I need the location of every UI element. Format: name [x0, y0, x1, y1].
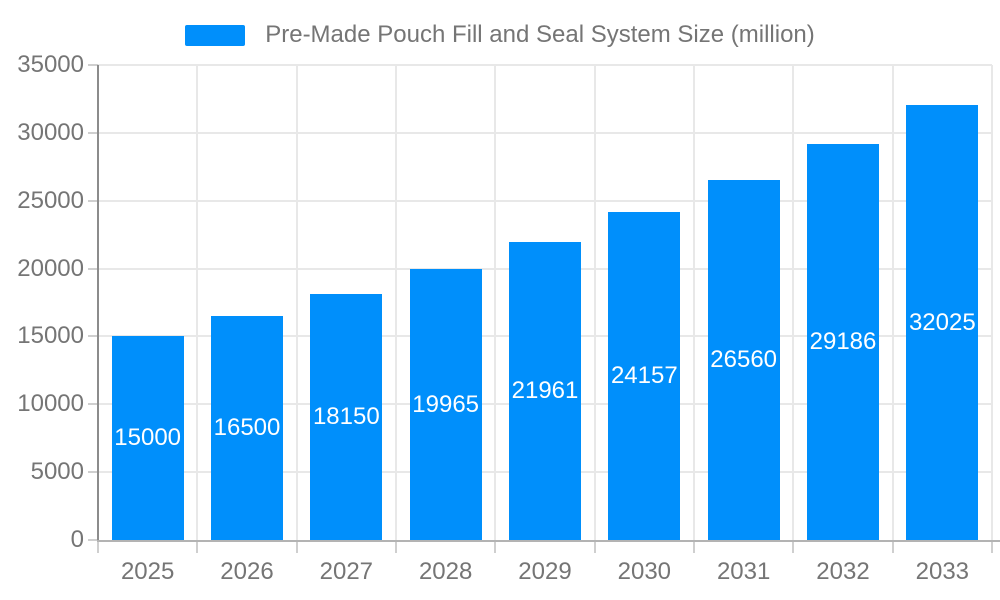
y-axis-tick	[88, 403, 98, 406]
bar-2030[interactable]: 24157	[608, 212, 681, 540]
legend-swatch-icon	[185, 24, 246, 46]
y-axis-tick	[88, 64, 98, 66]
x-axis-label-2032: 2032	[816, 558, 870, 585]
y-axis-label: 30000	[17, 118, 84, 146]
legend[interactable]: Pre-Made Pouch Fill and Seal System Size…	[0, 21, 1000, 49]
gridline	[991, 65, 993, 540]
x-axis-tick	[295, 542, 298, 553]
bar-2032[interactable]: 29186	[807, 143, 879, 540]
y-axis-label: 0	[70, 526, 84, 553]
x-axis-tick	[792, 542, 795, 553]
bar-value-label: 24157	[610, 362, 678, 390]
bar-value-label: 16500	[213, 414, 281, 442]
gridline	[98, 64, 992, 66]
gridline	[98, 199, 992, 202]
x-axis-label-2027: 2027	[319, 558, 374, 585]
x-axis-tick	[693, 542, 695, 553]
y-axis-label: 20000	[17, 254, 84, 282]
x-axis-tick	[97, 542, 99, 553]
gridline	[295, 65, 298, 540]
y-axis-tick	[88, 335, 98, 338]
y-axis-label: 25000	[17, 186, 84, 214]
bar-2033[interactable]: 32025	[906, 105, 979, 540]
x-axis-line	[97, 540, 1000, 542]
y-axis-tick	[88, 539, 98, 541]
x-axis-tick	[891, 542, 894, 553]
y-axis-tick	[88, 131, 98, 134]
y-axis-label: 10000	[17, 390, 84, 418]
gridline	[693, 65, 695, 540]
y-axis-label: 5000	[30, 458, 84, 486]
bar-value-label: 21961	[511, 376, 579, 404]
gridline	[196, 65, 199, 540]
bar-value-label: 29186	[809, 327, 877, 355]
bar-2031[interactable]: 26560	[707, 179, 780, 540]
bar-value-label: 26560	[710, 345, 778, 373]
x-axis-tick	[196, 542, 199, 553]
gridline	[891, 65, 894, 540]
y-axis-tick	[88, 471, 98, 474]
y-axis-label: 35000	[17, 51, 84, 78]
gridline	[792, 65, 795, 540]
x-axis-tick	[593, 542, 596, 553]
x-axis-label-2029: 2029	[518, 558, 572, 585]
bar-2027[interactable]: 18150	[310, 293, 383, 540]
bar-2026[interactable]: 16500	[211, 316, 283, 540]
y-axis-label: 15000	[17, 322, 84, 350]
bar-value-label: 32025	[908, 308, 976, 336]
gridline	[395, 65, 397, 540]
gridline	[593, 65, 596, 540]
x-axis-tick	[991, 542, 993, 553]
y-axis-tick	[88, 199, 98, 202]
gridline	[494, 65, 497, 540]
bar-2025[interactable]: 15000	[111, 336, 184, 540]
bar-value-label: 15000	[114, 424, 182, 452]
x-axis-tick	[494, 542, 497, 553]
y-axis-line	[97, 65, 99, 542]
x-axis-label-2030: 2030	[617, 558, 672, 585]
bar-value-label: 18150	[312, 402, 380, 430]
bar-2029[interactable]: 21961	[509, 241, 581, 540]
bar-2028[interactable]: 19965	[409, 269, 482, 540]
x-axis-label-2028: 2028	[418, 558, 473, 585]
legend-label: Pre-Made Pouch Fill and Seal System Size…	[265, 21, 815, 48]
x-axis-tick	[395, 542, 397, 553]
gridline	[98, 131, 992, 134]
x-axis-label-2033: 2033	[915, 558, 970, 585]
x-axis-label-2026: 2026	[220, 558, 274, 585]
x-axis-label-2025: 2025	[120, 558, 175, 585]
bar-value-label: 19965	[412, 390, 480, 418]
x-axis-label-2031: 2031	[716, 558, 771, 585]
y-axis-tick	[88, 267, 98, 270]
